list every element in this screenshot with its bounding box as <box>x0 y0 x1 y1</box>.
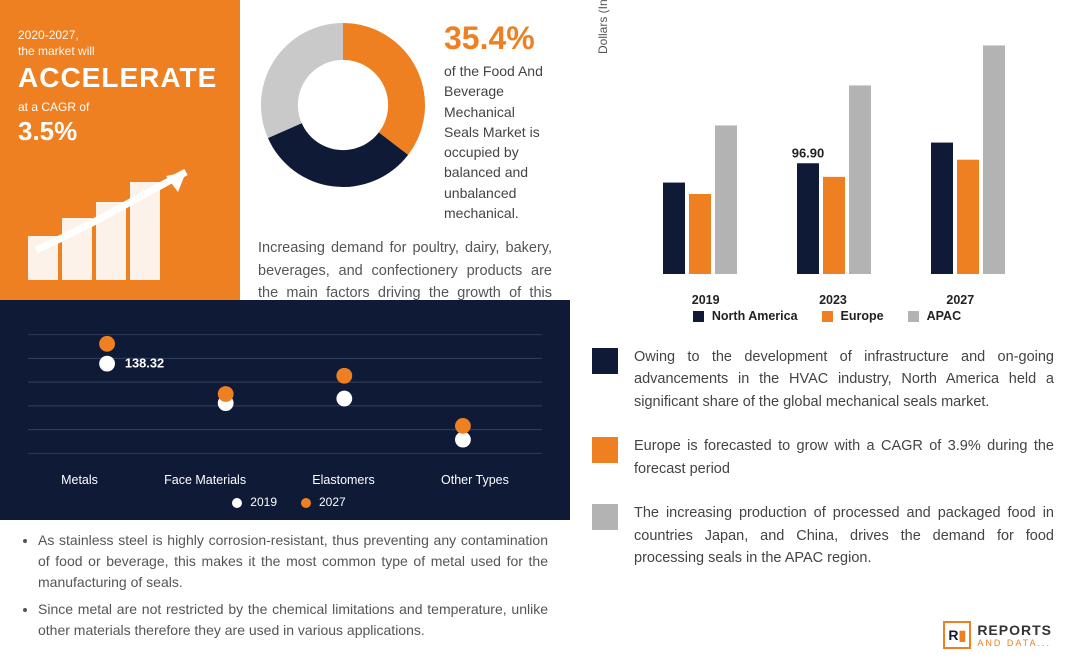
logo-text: REPORTS AND DATA... <box>977 622 1052 648</box>
bar <box>849 85 871 274</box>
accelerate-box: 2020-2027, the market will ACCELERATE at… <box>0 0 240 300</box>
scatter-panel: 138.32 Metals Face Materials Elastomers Oth… <box>0 300 570 520</box>
bar-chart: Dollars (In Billion) 96.90 201920232027 … <box>592 24 1054 324</box>
intro-text: the market will <box>18 44 222 58</box>
bar-xaxis-label: 2027 <box>946 293 974 307</box>
brand-logo: R▮ REPORTS AND DATA... <box>943 621 1052 649</box>
donut-caption: of the Food And Beverage Mechanical Seal… <box>444 61 552 223</box>
scatter-dot <box>99 356 115 372</box>
scatter-legend-item: 2027 <box>293 495 346 509</box>
bar-legend-item: Europe <box>814 309 884 323</box>
bar-xaxis-label: 2023 <box>819 293 847 307</box>
left-column: 2020-2027, the market will ACCELERATE at… <box>0 0 570 661</box>
insight-swatch <box>592 437 618 463</box>
scatter-dot <box>455 418 471 434</box>
insight-item: Owing to the development of infrastructu… <box>592 346 1054 413</box>
insight-text: Owing to the development of infrastructu… <box>634 346 1054 413</box>
scatter-callout: 138.32 <box>125 356 164 371</box>
scatter-legend: 2019 2027 <box>28 495 542 509</box>
scatter-xaxis: Metals Face Materials Elastomers Other Type… <box>28 473 542 487</box>
right-column: Dollars (In Billion) 96.90 201920232027 … <box>570 0 1080 661</box>
growth-chart-icon <box>26 162 206 282</box>
bar <box>983 45 1005 274</box>
cagr-label: at a CAGR of <box>18 100 222 114</box>
logo-main: REPORTS <box>977 622 1052 638</box>
bar-legend-item: APAC <box>900 309 962 323</box>
logo-mark: R▮ <box>943 621 971 649</box>
left-notes: As stainless steel is highly corrosion-r… <box>0 520 570 661</box>
insight-swatch <box>592 504 618 530</box>
donut-panel: 35.4% of the Food And Beverage Mechanica… <box>240 0 570 300</box>
insight-swatch <box>592 348 618 374</box>
insights-list: Owing to the development of infrastructu… <box>592 324 1054 570</box>
donut-text: 35.4% of the Food And Beverage Mechanica… <box>444 20 552 223</box>
infographic-root: 2020-2027, the market will ACCELERATE at… <box>0 0 1080 657</box>
bar <box>663 183 685 274</box>
accelerate-headline: ACCELERATE <box>18 62 222 94</box>
scatter-xaxis-label: Other Types <box>441 473 509 487</box>
scatter-dot <box>218 386 234 402</box>
bar-callout: 96.90 <box>792 145 825 160</box>
insight-item: Europe is forecasted to grow with a CAGR… <box>592 435 1054 480</box>
bar <box>931 143 953 274</box>
bar-xaxis: 2019 2023 2027 <box>642 293 1024 307</box>
scatter-dot <box>336 391 352 407</box>
scatter-xaxis-label: Face Materials <box>164 473 246 487</box>
bar <box>957 160 979 274</box>
donut-percent: 35.4% <box>444 20 552 57</box>
scatter-dot <box>99 336 115 352</box>
scatter-dot <box>336 368 352 384</box>
insight-text: Europe is forecasted to grow with a CAGR… <box>634 435 1054 480</box>
note-item: As stainless steel is highly corrosion-r… <box>38 530 548 593</box>
bar <box>715 125 737 274</box>
scatter-dot <box>455 432 471 448</box>
bar-yaxis-label: Dollars (In Billion) <box>596 0 610 54</box>
scatter-xaxis-label: Metals <box>61 473 98 487</box>
bar-legend: North America Europe APAC <box>592 309 1054 323</box>
cagr-value: 3.5% <box>18 116 222 147</box>
donut-chart <box>258 20 428 190</box>
top-row: 2020-2027, the market will ACCELERATE at… <box>0 0 570 300</box>
period-text: 2020-2027, <box>18 28 222 42</box>
note-item: Since metal are not restricted by the ch… <box>38 599 548 641</box>
insight-item: The increasing production of processed a… <box>592 502 1054 569</box>
insight-text: The increasing production of processed a… <box>634 502 1054 569</box>
bar <box>797 163 819 274</box>
scatter-xaxis-label: Elastomers <box>312 473 375 487</box>
scatter-legend-item: 2019 <box>224 495 277 509</box>
logo-sub: AND DATA... <box>977 638 1052 648</box>
donut-slice-other_b <box>261 23 343 138</box>
bar-legend-item: North America <box>685 309 798 323</box>
donut-top: 35.4% of the Food And Beverage Mechanica… <box>258 20 552 223</box>
bar <box>823 177 845 274</box>
bar-xaxis-label: 2019 <box>692 293 720 307</box>
bar <box>689 194 711 274</box>
donut-slice-balanced_unbalanced <box>343 23 425 155</box>
